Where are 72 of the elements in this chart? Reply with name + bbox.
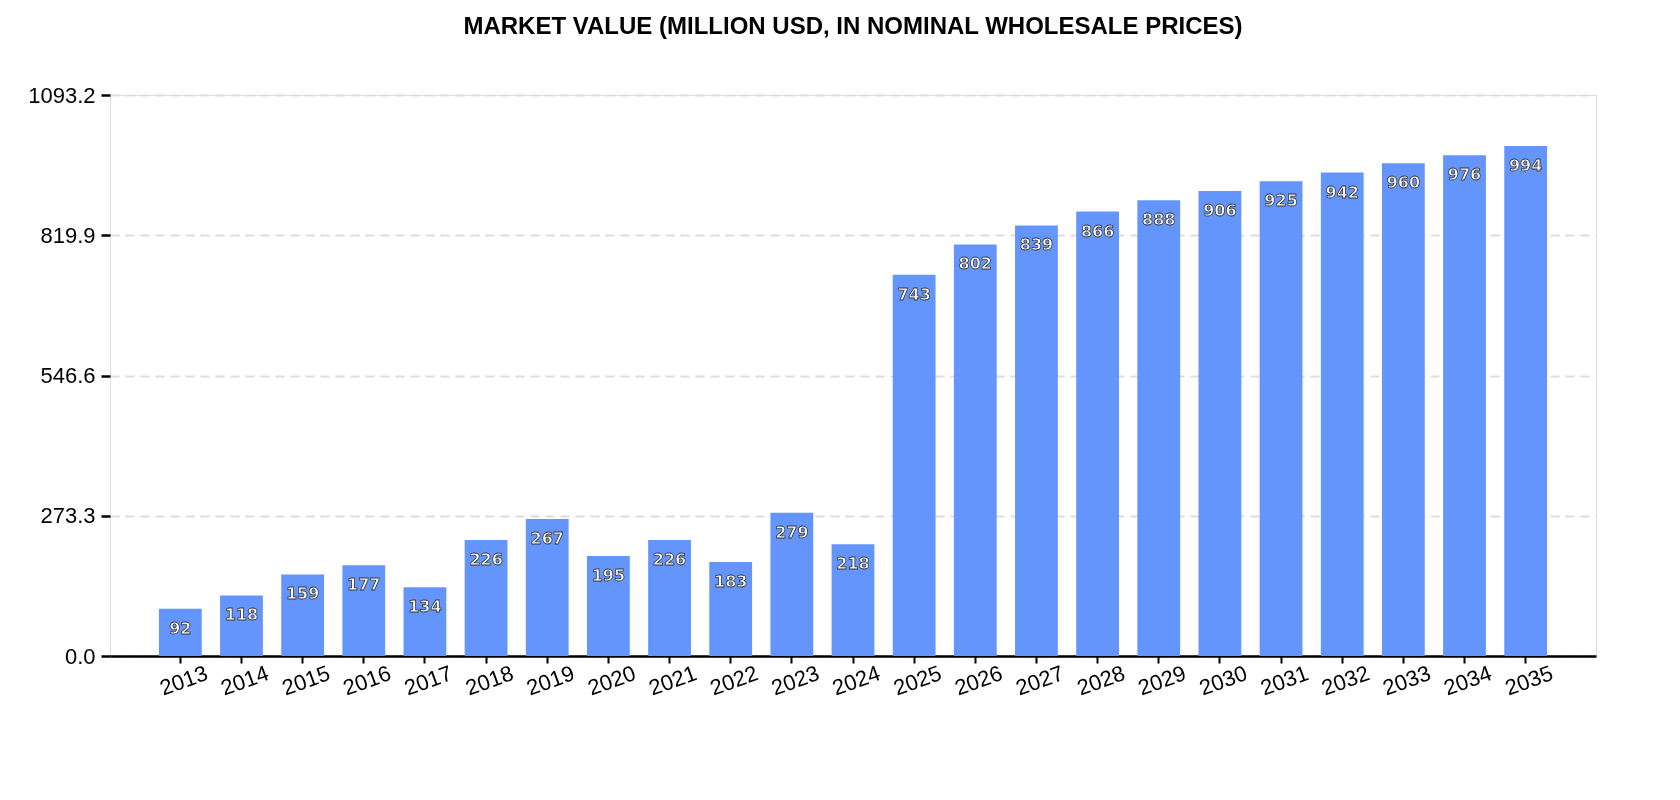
data-label: 279 <box>775 522 809 542</box>
data-label: 183 <box>713 572 748 592</box>
data-label: 267 <box>530 528 564 548</box>
x-tick-label: 2033 <box>1379 660 1434 701</box>
bar <box>770 512 814 656</box>
x-tick-label: 2035 <box>1501 660 1557 701</box>
data-label: 960 <box>1386 173 1421 193</box>
data-label: 942 <box>1325 182 1359 202</box>
data-label: 906 <box>1203 201 1237 221</box>
bar <box>342 565 386 656</box>
bar <box>1381 163 1425 656</box>
data-label: 159 <box>285 584 320 604</box>
x-tick-label: 2023 <box>767 660 823 701</box>
x-tick-label: 2017 <box>400 660 456 701</box>
x-tick-label: 2013 <box>156 660 211 701</box>
bar <box>1320 172 1364 656</box>
bar <box>1137 200 1181 656</box>
bar <box>892 274 936 656</box>
bar <box>709 562 753 656</box>
data-label: 925 <box>1264 191 1298 211</box>
data-label: 802 <box>958 254 993 274</box>
bar <box>1443 155 1486 656</box>
x-tick-label: 2021 <box>645 660 701 701</box>
x-tick-label: 2030 <box>1195 660 1251 701</box>
bar <box>1504 145 1548 656</box>
x-tick-label: 2022 <box>706 660 762 701</box>
data-label: 118 <box>224 605 259 625</box>
data-label: 226 <box>652 550 687 570</box>
x-tick-label: 2018 <box>462 660 517 701</box>
data-label: 839 <box>1019 235 1054 255</box>
y-tick-label: 546.6 <box>40 363 96 388</box>
x-tick-label: 2025 <box>890 660 945 701</box>
data-label: 92 <box>169 618 192 638</box>
x-tick-label: 2015 <box>278 660 334 701</box>
x-tick-label: 2028 <box>1073 660 1129 701</box>
bar <box>648 540 691 656</box>
chart-title: MARKET VALUE (MILLION USD, IN NOMINAL WHOLESALE PRICES) <box>463 12 1243 39</box>
x-tick-label: 2031 <box>1257 660 1312 701</box>
bar <box>464 540 508 656</box>
data-label: 888 <box>1142 210 1176 230</box>
x-tick-label: 2026 <box>951 660 1006 701</box>
y-tick-label: 819.9 <box>40 222 96 248</box>
bar <box>831 544 875 656</box>
x-tick-label: 2034 <box>1440 660 1496 701</box>
y-tick-label: 273.3 <box>40 503 96 529</box>
x-tick-label: 2029 <box>1134 660 1190 701</box>
data-label: 976 <box>1447 165 1482 185</box>
x-tick-label: 2016 <box>339 660 395 701</box>
bar <box>525 518 569 656</box>
data-label: 134 <box>408 597 442 617</box>
data-label: 743 <box>897 284 931 304</box>
x-tick-label: 2024 <box>828 660 884 701</box>
data-label: 195 <box>591 565 626 585</box>
y-tick-label: 1093.2 <box>28 82 96 108</box>
x-tick-label: 2019 <box>523 660 578 701</box>
bar <box>1198 191 1242 656</box>
data-label: 866 <box>1080 221 1115 241</box>
bar <box>1076 211 1120 656</box>
y-tick-label: 0.0 <box>64 643 96 669</box>
data-label: 994 <box>1508 155 1543 175</box>
x-tick-label: 2014 <box>217 660 272 701</box>
bar <box>1259 181 1303 656</box>
data-label: 218 <box>836 554 870 574</box>
bar <box>586 555 630 656</box>
x-tick-label: 2027 <box>1012 660 1067 701</box>
data-label: 177 <box>347 575 381 595</box>
bar <box>953 244 997 656</box>
bar <box>281 574 325 656</box>
x-tick-label: 2020 <box>584 660 639 701</box>
data-label: 226 <box>469 550 503 570</box>
bar <box>1015 225 1058 656</box>
x-tick-label: 2032 <box>1318 660 1373 701</box>
